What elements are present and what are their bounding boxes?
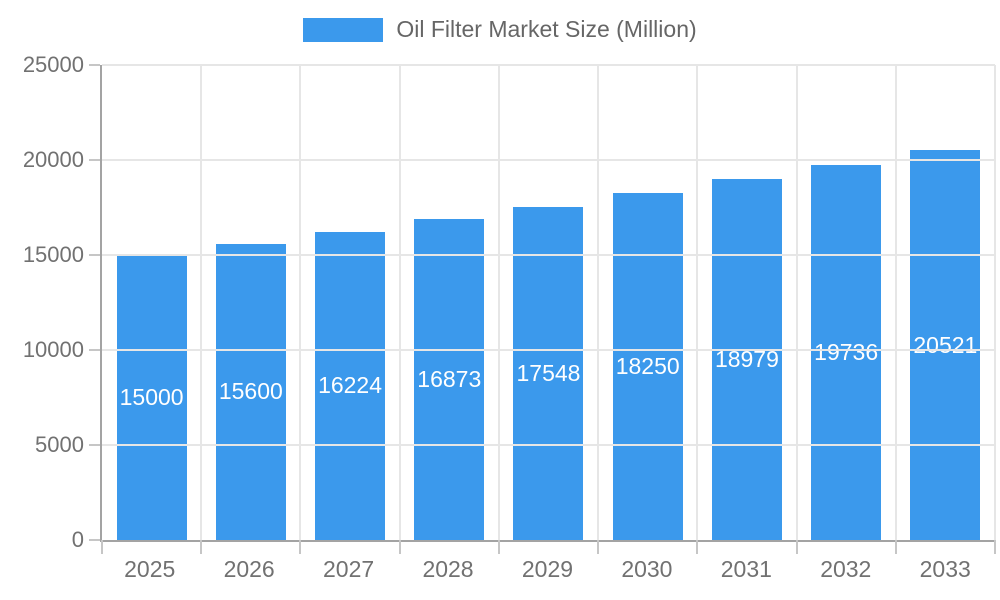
bar-cell: 15000 — [102, 65, 201, 540]
bar-cell: 17548 — [499, 65, 598, 540]
x-tick-mark — [696, 540, 699, 554]
bar-value-label: 19736 — [814, 339, 879, 366]
x-tick-label: 2033 — [919, 556, 971, 582]
chart-legend: Oil Filter Market Size (Million) — [0, 16, 1000, 43]
x-tick-mark — [994, 540, 996, 554]
bar-cell: 20521 — [896, 65, 995, 540]
bar: 18250 — [612, 193, 683, 540]
plot-area: 15000 15600 16224 16873 17548 18250 18979 19736… — [89, 64, 996, 554]
bar-value-label: 18979 — [714, 346, 779, 373]
y-tick-label: 20000 — [22, 147, 84, 172]
bar-cell: 18979 — [697, 65, 796, 540]
y-axis-labels: 0 5000 10000 15000 20000 25000 — [0, 52, 84, 552]
x-tick-label: 2028 — [422, 556, 474, 582]
x-tick-label: 2031 — [720, 556, 772, 582]
bar: 16224 — [315, 231, 386, 540]
x-tick-mark — [597, 540, 600, 554]
legend-label: Oil Filter Market Size (Million) — [396, 16, 697, 42]
x-tick-label: 2029 — [521, 556, 574, 582]
x-tick-label: 2025 — [124, 556, 176, 582]
x-tick-label: 2027 — [323, 556, 375, 582]
y-tick-label: 5000 — [35, 432, 84, 457]
legend-swatch-icon — [303, 17, 384, 42]
bar-cell: 18250 — [598, 65, 697, 540]
x-tick-mark — [795, 540, 798, 554]
bar-cell: 16873 — [400, 65, 499, 540]
legend-item[interactable]: Oil Filter Market Size (Million) — [303, 16, 697, 43]
y-tick-mark — [89, 444, 100, 446]
bar-cell: 16224 — [300, 65, 399, 540]
y-tick-label: 10000 — [22, 337, 84, 362]
x-tick-label: 2030 — [621, 556, 673, 582]
y-tick-mark — [89, 349, 100, 351]
y-tick-label: 15000 — [22, 242, 84, 267]
bar-value-label: 15600 — [218, 378, 283, 405]
bar-value-label: 16224 — [318, 372, 383, 399]
y-tick-mark — [89, 159, 100, 161]
x-tick-mark — [497, 540, 500, 554]
bar: 16873 — [414, 219, 485, 540]
x-tick-mark — [398, 540, 401, 554]
bar: 17548 — [513, 206, 584, 540]
bars-row: 15000 15600 16224 16873 17548 18250 18979 19736… — [102, 65, 995, 540]
bar-value-label: 17548 — [516, 359, 581, 386]
x-axis-labels: 2025 2026 2027 2028 2029 2030 2031 2032 2033 — [100, 556, 995, 583]
y-tick-mark — [89, 539, 100, 541]
x-tick-mark — [299, 540, 302, 554]
bar: 20521 — [910, 150, 981, 540]
bar-value-label: 18250 — [615, 353, 680, 380]
bar-value-label: 15000 — [119, 384, 184, 410]
bar: 15000 — [116, 255, 187, 540]
x-tick-label: 2026 — [223, 556, 275, 582]
y-tick-mark — [89, 254, 100, 256]
x-tick-mark — [894, 540, 897, 554]
y-tick-label: 0 — [71, 527, 84, 552]
bar: 15600 — [215, 243, 286, 540]
bar-value-label: 16873 — [417, 366, 482, 393]
x-tick-mark — [101, 540, 103, 554]
y-tick-mark — [89, 64, 100, 66]
bar-cell: 15600 — [201, 65, 300, 540]
bar: 18979 — [711, 179, 782, 540]
x-tick-mark — [200, 540, 203, 554]
bar-value-label: 20521 — [913, 331, 978, 358]
bar-cell: 19736 — [797, 65, 896, 540]
bar: 19736 — [811, 165, 882, 540]
y-tick-label: 25000 — [22, 52, 84, 77]
x-tick-label: 2032 — [820, 556, 872, 582]
